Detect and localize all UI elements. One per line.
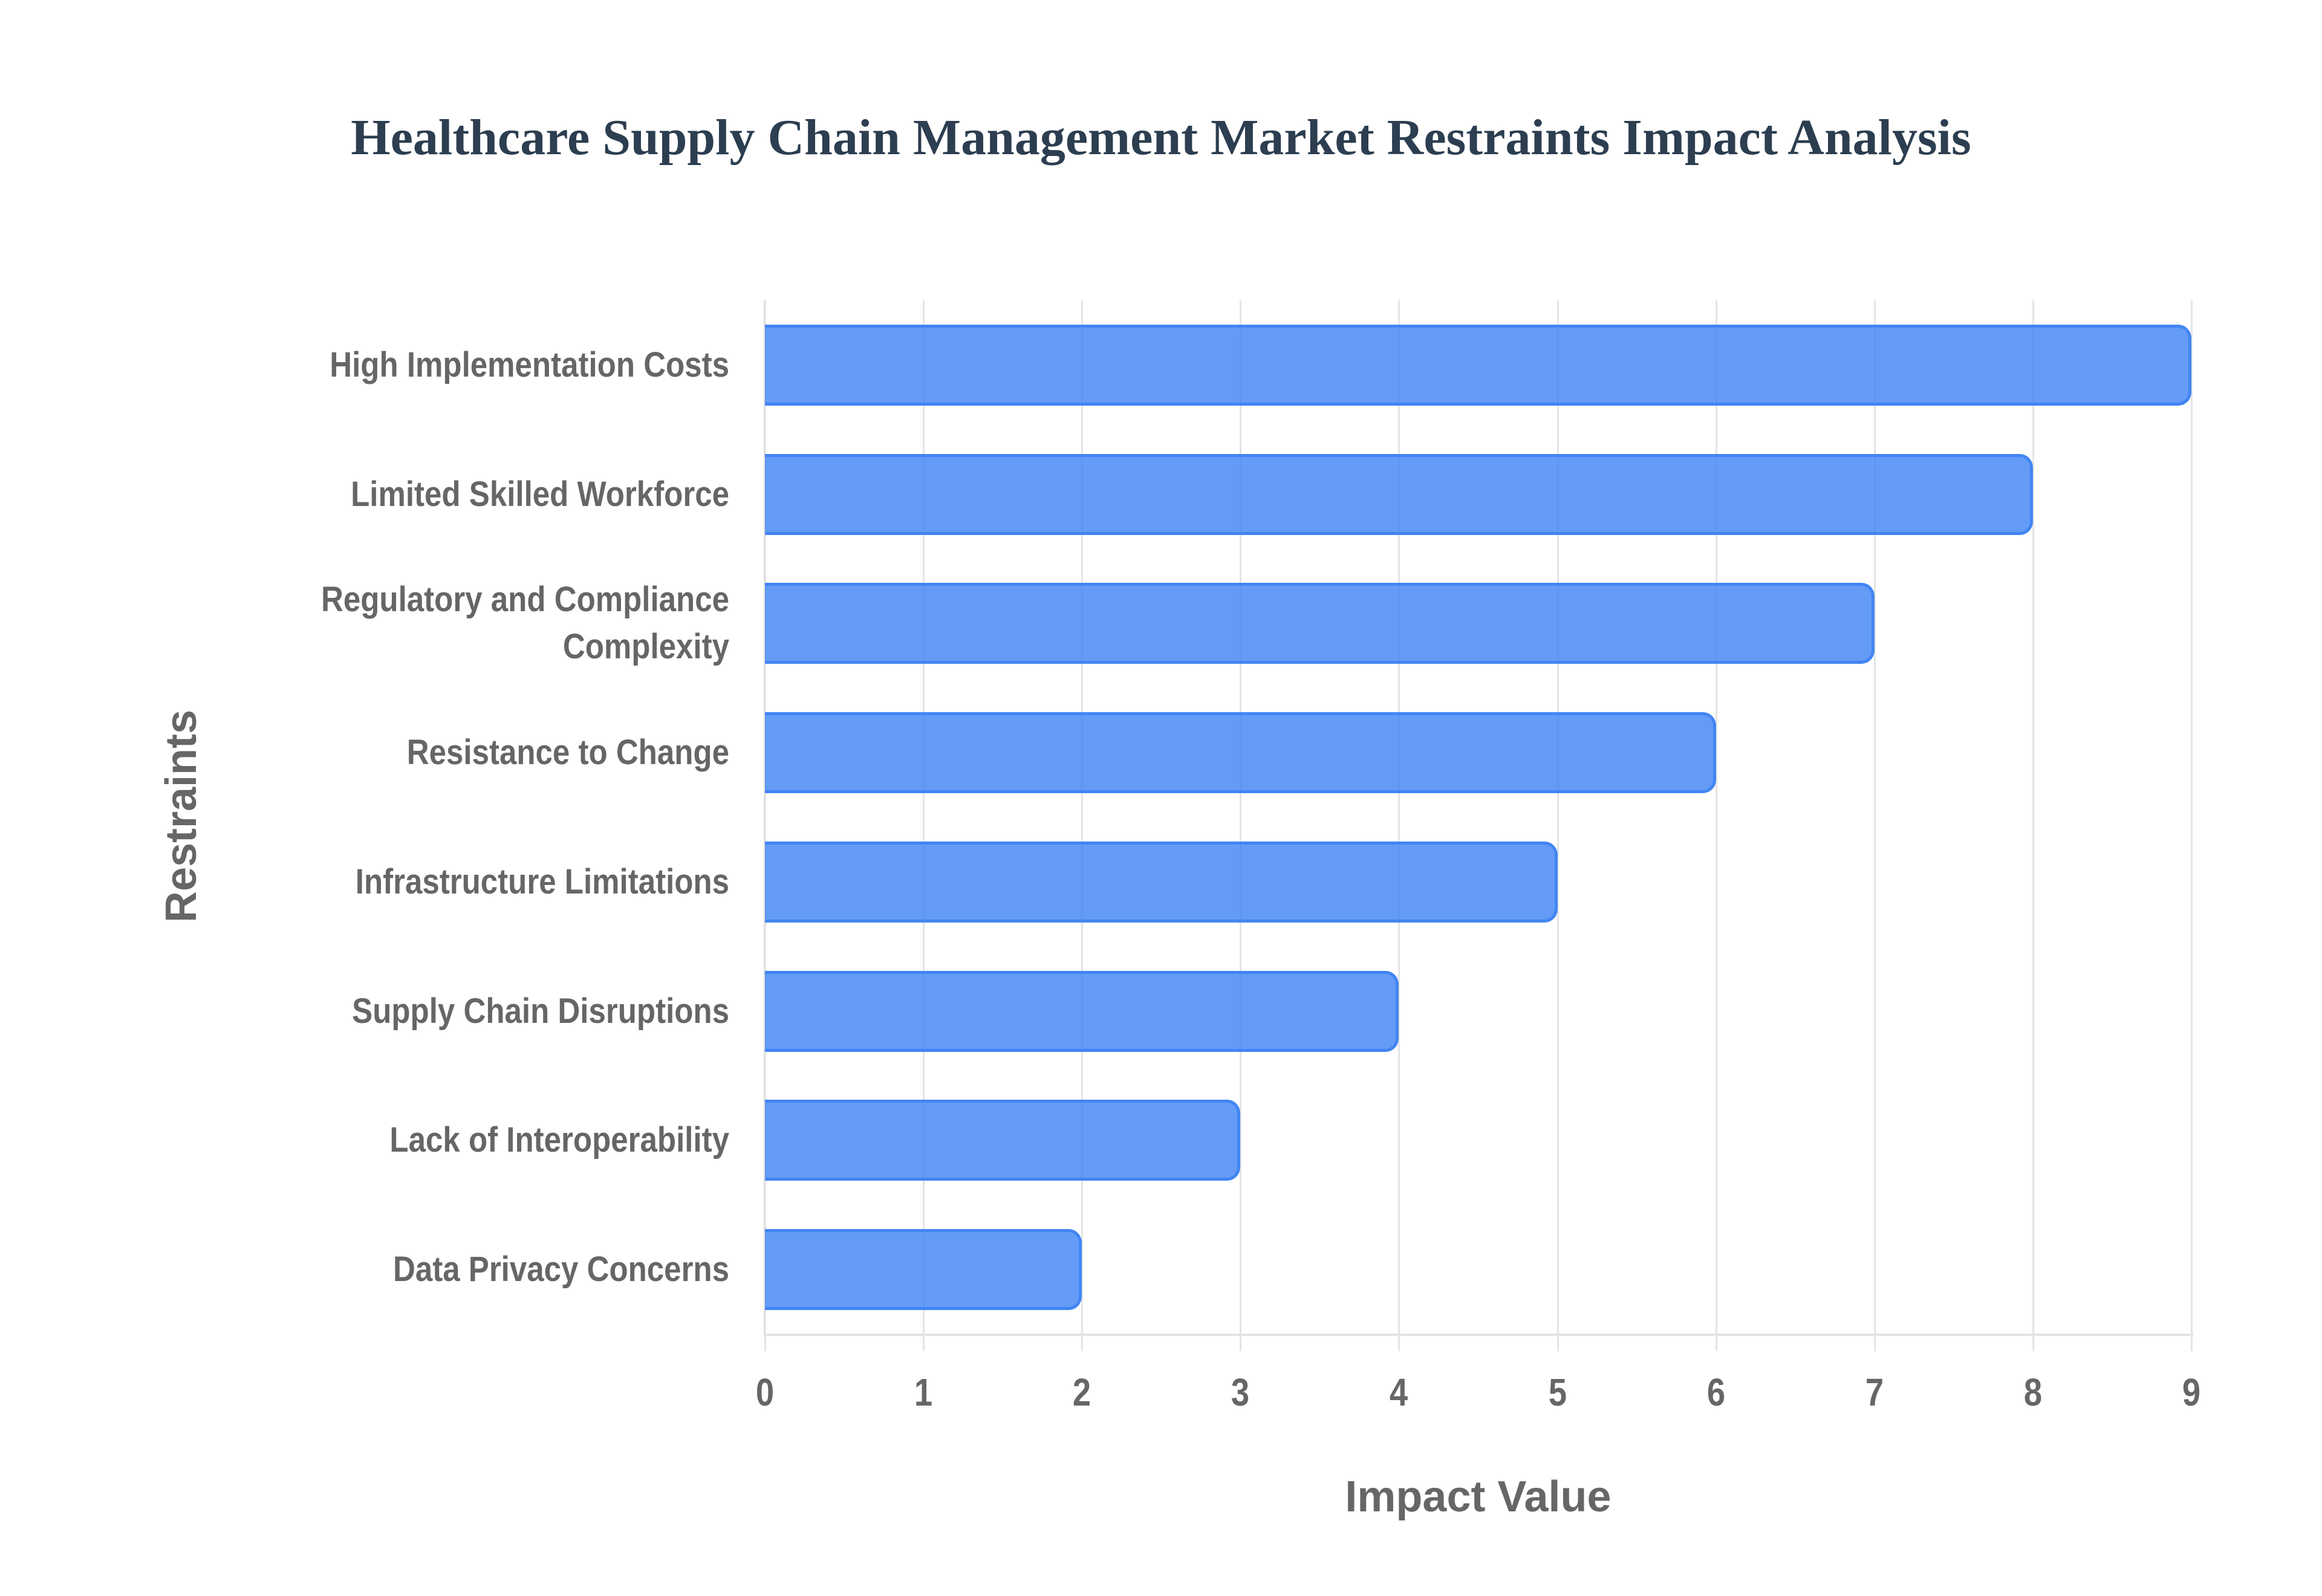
gridline — [1873, 300, 1876, 1351]
y-tick-label: High Implementation Costs — [330, 345, 729, 384]
y-tick-label: Limited Skilled Workforce — [351, 474, 729, 514]
plot-area — [764, 300, 2193, 1351]
y-tick-label: Infrastructure Limitations — [355, 861, 729, 901]
bar[interactable] — [765, 841, 1558, 923]
gridline — [1240, 300, 1242, 1351]
gridline — [2032, 300, 2034, 1351]
y-tick-label: Lack of Interoperability — [389, 1120, 729, 1160]
gridline — [1398, 300, 1400, 1351]
x-tick-label: 2 — [1073, 1371, 1091, 1414]
bar[interactable] — [765, 324, 2191, 406]
y-axis-title: Restraints — [157, 709, 206, 923]
gridline — [764, 300, 766, 1351]
x-tick-label: 7 — [1865, 1371, 1884, 1414]
y-tick-label: Data Privacy Concerns — [392, 1250, 729, 1289]
bar[interactable] — [765, 1229, 1082, 1311]
bar[interactable] — [765, 1100, 1241, 1181]
x-tick-label: 8 — [2023, 1371, 2042, 1414]
gridline — [1556, 300, 1559, 1351]
x-axis-title: Impact Value — [1345, 1473, 1611, 1521]
gridline — [1081, 300, 1084, 1351]
x-tick-label: 9 — [2182, 1371, 2201, 1414]
x-tick-label: 0 — [755, 1371, 775, 1414]
y-tick-label: Supply Chain Disruptions — [352, 991, 729, 1031]
bar[interactable] — [765, 712, 1716, 794]
x-axis-line — [765, 1334, 2193, 1336]
x-tick-label: 3 — [1231, 1371, 1250, 1414]
y-tick-label: Regulatory and Compliance Complexity — [321, 580, 729, 667]
bar[interactable] — [765, 970, 1399, 1052]
gridline — [2190, 300, 2193, 1351]
bar[interactable] — [765, 583, 1875, 664]
gridline — [923, 300, 925, 1351]
chart-title: Healthcare Supply Chain Management Marke… — [351, 109, 1971, 166]
x-tick-label: 5 — [1548, 1371, 1567, 1414]
y-tick-label: Resistance to Change — [406, 733, 729, 773]
gridline — [1715, 300, 1717, 1351]
bar[interactable] — [765, 453, 2033, 535]
x-tick-label: 6 — [1706, 1371, 1725, 1414]
x-tick-label: 1 — [914, 1371, 933, 1414]
x-tick-label: 4 — [1390, 1371, 1408, 1414]
